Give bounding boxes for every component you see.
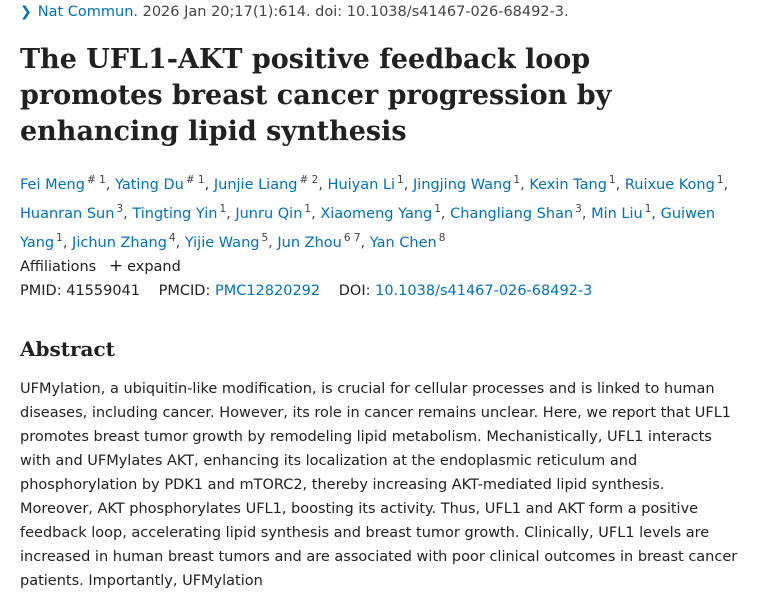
author-link[interactable]: Junjie Liang (213, 177, 298, 193)
author-link[interactable]: Tingting Yin (132, 206, 218, 222)
author-separator: , (581, 206, 592, 222)
author-affiliation-marker: 1 (716, 174, 724, 186)
author-item: Yan Chen 8 (369, 232, 446, 251)
expand-label: expand (127, 259, 181, 275)
author-separator: , (123, 206, 133, 222)
author-link[interactable]: Yating Du (114, 177, 184, 193)
author-separator: , (360, 235, 370, 251)
author-separator: , (105, 177, 115, 193)
author-item: Junru Qin 1 (235, 203, 312, 222)
chevron-right-icon[interactable]: ❯ (20, 4, 32, 20)
author-affiliation-marker: # 2 (299, 174, 319, 186)
author-item: Guiwen Yang 1 (20, 206, 715, 251)
author-affiliation-marker: 6 7 (343, 232, 361, 244)
article-title: The UFL1-AKT positive feedback loop prom… (20, 44, 612, 147)
plus-icon: + (108, 256, 124, 276)
author-affiliation-marker: 1 (513, 174, 521, 186)
doi-link[interactable]: 10.1038/s41467-026-68492-3 (375, 283, 593, 299)
author-item: Jichun Zhang 4 (72, 232, 176, 251)
author-affiliation-marker: # 1 (185, 174, 205, 186)
author-affiliation-marker: 3 (575, 203, 582, 215)
author-item: Huanran Sun 3 (20, 203, 124, 222)
pmcid-link[interactable]: PMC12820292 (214, 283, 321, 299)
author-item: Kexin Tang 1 (529, 174, 616, 193)
author-separator: , (311, 206, 321, 222)
author-separator: , (62, 235, 73, 251)
author-affiliation-marker: 5 (261, 232, 269, 244)
author-item: Jingjing Wang 1 (412, 174, 521, 193)
author-affiliation-marker: # 1 (86, 174, 106, 186)
author-separator: , (204, 177, 214, 193)
identifiers-row: PMID: 41559041 PMCID: PMC12820292 DOI: 1… (20, 283, 606, 299)
author-affiliation-marker: 8 (438, 232, 446, 244)
author-list: Fei Meng # 1, Yating Du # 1, Junjie Liang #… (20, 168, 750, 255)
affiliations-row: Affiliations + expand (20, 256, 181, 276)
author-link[interactable]: Changliang Shan (450, 206, 574, 222)
author-separator: , (651, 206, 661, 222)
pmid-label: PMID: (20, 283, 62, 299)
author-affiliation-marker: 1 (644, 203, 652, 215)
author-link[interactable]: Jingjing Wang (412, 177, 512, 193)
author-link[interactable]: Jichun Zhang (72, 235, 167, 251)
author-item: Ruixue Kong 1 (624, 174, 724, 193)
author-affiliation-marker: 1 (397, 174, 404, 186)
author-affiliation-marker: 1 (56, 232, 63, 244)
author-affiliation-marker: 1 (304, 203, 312, 215)
pmcid-label: PMCID: (158, 283, 211, 299)
author-separator: , (520, 177, 530, 193)
author-separator: , (403, 177, 413, 193)
author-affiliation-marker: 4 (168, 232, 176, 244)
author-separator: , (175, 235, 185, 251)
author-link[interactable]: Ruixue Kong (624, 177, 715, 193)
pmid-value: 41559041 (66, 283, 141, 299)
author-item: Changliang Shan 3 (450, 203, 582, 222)
author-item: Xiaomeng Yang 1 (320, 203, 441, 222)
abstract-heading: Abstract (20, 337, 115, 361)
author-item: Min Liu 1 (591, 203, 652, 222)
author-link[interactable]: Huanran Sun (20, 206, 115, 222)
author-separator: , (723, 177, 729, 193)
citation-line: ❯ Nat Commun. 2026 Jan 20;17(1):614. doi:… (20, 4, 569, 20)
author-link[interactable]: Min Liu (591, 206, 643, 222)
affiliations-label: Affiliations (20, 259, 97, 275)
author-affiliation-marker: 3 (116, 203, 124, 215)
author-item: Huiyan Li 1 (327, 174, 404, 193)
author-affiliation-marker: 1 (219, 203, 227, 215)
author-item: Yijie Wang 5 (184, 232, 269, 251)
author-item: Fei Meng # 1 (20, 174, 106, 193)
author-link[interactable]: Kexin Tang (529, 177, 607, 193)
author-link[interactable]: Guiwen Yang (20, 206, 716, 251)
author-link[interactable]: Yan Chen (369, 235, 437, 251)
author-item: Junjie Liang # 2 (213, 174, 319, 193)
doi-label: DOI: (338, 283, 371, 299)
author-link[interactable]: Xiaomeng Yang (320, 206, 433, 222)
author-separator: , (615, 177, 625, 193)
author-separator: , (268, 235, 278, 251)
author-link[interactable]: Huiyan Li (327, 177, 396, 193)
author-link[interactable]: Jun Zhou (277, 235, 342, 251)
author-link[interactable]: Fei Meng (20, 177, 85, 193)
author-item: Yating Du # 1 (114, 174, 205, 193)
author-link[interactable]: Yijie Wang (184, 235, 260, 251)
affiliations-expand-button[interactable]: + expand (108, 256, 181, 276)
author-item: Tingting Yin 1 (132, 203, 227, 222)
author-affiliation-marker: 1 (434, 203, 441, 215)
author-item: Jun Zhou 6 7 (277, 232, 361, 251)
author-link[interactable]: Junru Qin (235, 206, 303, 222)
author-separator: , (440, 206, 451, 222)
journal-link[interactable]: Nat Commun. (37, 4, 138, 20)
abstract-text: UFMylation, a ubiquitin-like modificatio… (20, 381, 738, 589)
citation-details: 2026 Jan 20;17(1):614. doi: 10.1038/s414… (142, 4, 569, 20)
author-separator: , (226, 206, 236, 222)
author-separator: , (318, 177, 328, 193)
author-affiliation-marker: 1 (608, 174, 616, 186)
